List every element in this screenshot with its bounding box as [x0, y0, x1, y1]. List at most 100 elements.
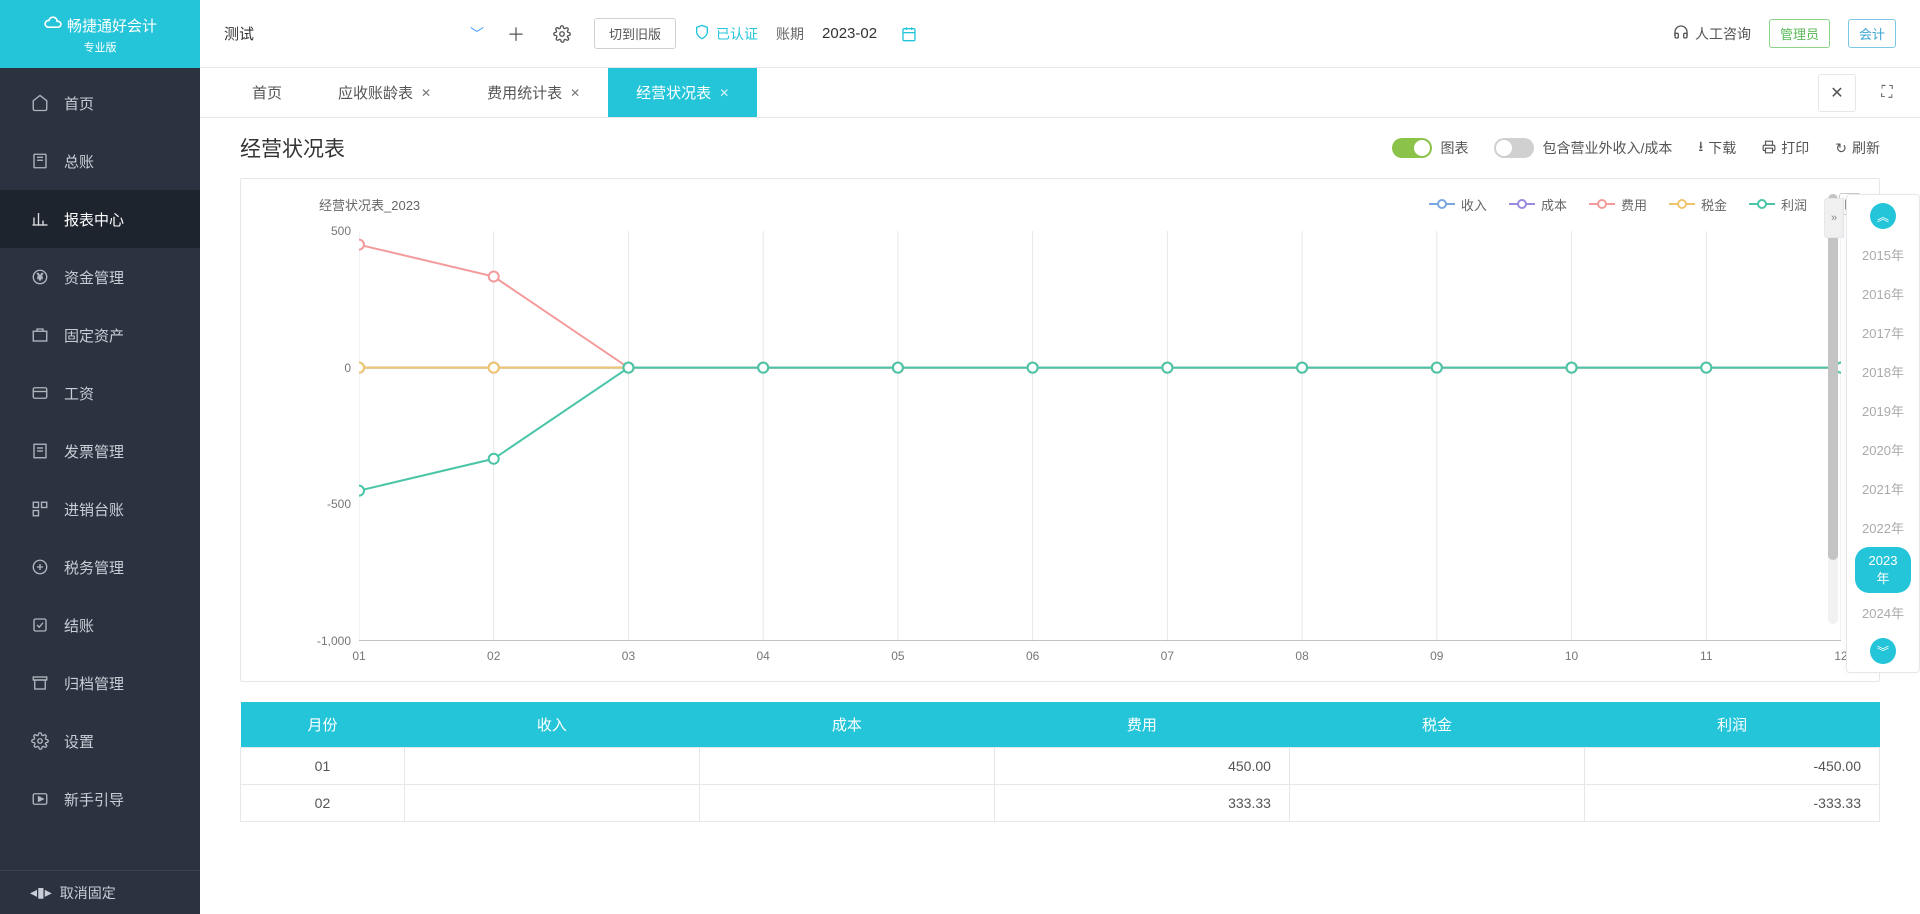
sidebar-item-stock[interactable]: 进销台账	[0, 480, 200, 538]
table-cell: -333.33	[1584, 785, 1879, 822]
tax-icon	[30, 557, 50, 577]
company-selector[interactable]: 测试 ﹀	[224, 23, 484, 44]
sidebar-item-close-book[interactable]: 结账	[0, 596, 200, 654]
sidebar-item-ledger[interactable]: 总账	[0, 132, 200, 190]
download-icon: ⭳	[1698, 136, 1703, 160]
gear-icon[interactable]	[548, 20, 576, 48]
year-option[interactable]: 2018年	[1847, 352, 1919, 391]
guide-icon	[30, 789, 50, 809]
add-icon[interactable]: ＋	[502, 20, 530, 48]
table-cell	[1289, 785, 1584, 822]
year-option[interactable]: 2023年	[1855, 547, 1911, 593]
table-header-cell: 收入	[404, 702, 699, 748]
sidebar-item-salary[interactable]: 工资	[0, 364, 200, 422]
chart-plot: 5000-500-1,000010203040506070809101112	[359, 231, 1841, 641]
sidebar-item-guide[interactable]: 新手引导	[0, 770, 200, 828]
legend-item-tax[interactable]: 税金	[1669, 195, 1727, 214]
sidebar-item-label: 报表中心	[64, 209, 124, 230]
role-accountant-button[interactable]: 会计	[1848, 19, 1896, 48]
close-icon[interactable]: ✕	[421, 86, 431, 100]
sidebar-item-chart[interactable]: 报表中心	[0, 190, 200, 248]
sidebar-item-gear[interactable]: 设置	[0, 712, 200, 770]
year-option[interactable]: 2017年	[1847, 313, 1919, 352]
certified-badge[interactable]: 已认证	[694, 24, 758, 44]
asset-icon	[30, 325, 50, 345]
legend-swatch	[1429, 198, 1455, 210]
legend-item-income[interactable]: 收入	[1429, 195, 1487, 214]
sidebar-item-tax[interactable]: 税务管理	[0, 538, 200, 596]
sidebar-item-home[interactable]: 首页	[0, 74, 200, 132]
calendar-icon[interactable]	[895, 20, 923, 48]
unpin-icon: ◂▮▸	[30, 884, 52, 901]
x-axis-tick: 01	[352, 649, 365, 663]
table-row: 02 333.33 -333.33	[241, 785, 1880, 822]
year-option[interactable]: 2022年	[1847, 508, 1919, 547]
tab-首页[interactable]: 首页	[224, 68, 310, 117]
y-axis-tick: -1,000	[317, 634, 351, 648]
y-axis-tick: 0	[344, 361, 351, 375]
table-cell: 333.33	[994, 785, 1289, 822]
chart-body: 5000-500-1,000010203040506070809101112	[259, 221, 1861, 671]
page-title: 经营状况表	[240, 133, 345, 163]
download-button[interactable]: ⭳ 下载	[1698, 136, 1736, 160]
legend-label: 收入	[1461, 195, 1487, 214]
close-icon[interactable]: ✕	[719, 86, 729, 100]
legend-swatch	[1589, 198, 1615, 210]
x-axis-tick: 10	[1565, 649, 1578, 663]
toggle-chart[interactable]	[1392, 138, 1432, 158]
year-option[interactable]: 2019年	[1847, 391, 1919, 430]
year-rail-up-icon[interactable]: ︽	[1870, 203, 1896, 229]
tab-费用统计表[interactable]: 费用统计表✕	[459, 68, 608, 117]
sidebar-item-label: 资金管理	[64, 267, 124, 288]
x-axis-tick: 06	[1026, 649, 1039, 663]
year-rail-collapse[interactable]: »	[1824, 198, 1844, 238]
close-icon[interactable]: ✕	[570, 86, 580, 100]
sidebar-item-asset[interactable]: 固定资产	[0, 306, 200, 364]
tab-label: 首页	[252, 82, 282, 103]
tab-经营状况表[interactable]: 经营状况表✕	[608, 68, 757, 117]
toggle-extra-revenue[interactable]	[1494, 138, 1534, 158]
cloud-icon	[43, 13, 63, 37]
sidebar-item-money[interactable]: ¥资金管理	[0, 248, 200, 306]
sidebar-item-archive[interactable]: 归档管理	[0, 654, 200, 712]
table-cell	[1289, 748, 1584, 785]
year-option[interactable]: 2024年	[1847, 593, 1919, 632]
brand-name: 畅捷通好会计	[67, 15, 157, 36]
switch-old-version-button[interactable]: 切到旧版	[594, 18, 676, 49]
chart-title: 经营状况表_2023	[319, 195, 420, 214]
sidebar-item-label: 进销台账	[64, 499, 124, 520]
role-admin-button[interactable]: 管理员	[1769, 19, 1830, 48]
close-book-icon	[30, 615, 50, 635]
year-option[interactable]: 2016年	[1847, 274, 1919, 313]
tab-应收账龄表[interactable]: 应收账龄表 ✕	[310, 68, 459, 117]
brand-logo: 畅捷通好会计 专业版	[0, 0, 200, 68]
chart-card: 经营状况表_2023 收入 成本 费用 税金 利润 5000-500-1,0000102…	[240, 178, 1880, 682]
tab-close-all-icon[interactable]: ✕	[1818, 74, 1856, 112]
table-cell: 02	[241, 785, 405, 822]
year-rail-down-icon[interactable]: ︾	[1870, 638, 1896, 664]
print-icon	[1762, 140, 1776, 157]
legend-label: 税金	[1701, 195, 1727, 214]
table-header-cell: 利润	[1584, 702, 1879, 748]
sidebar: 畅捷通好会计 专业版 首页总账报表中心 ¥资金管理固定资产工资发票管理进销台账税务…	[0, 0, 200, 914]
refresh-button[interactable]: ↻ 刷新	[1835, 138, 1880, 158]
human-consult-button[interactable]: 人工咨询	[1673, 24, 1751, 44]
archive-icon	[30, 673, 50, 693]
sidebar-unpin[interactable]: ◂▮▸ 取消固定	[0, 870, 200, 914]
x-axis-tick: 04	[756, 649, 769, 663]
fullscreen-icon[interactable]: ⛶	[1868, 74, 1906, 112]
year-option[interactable]: 2015年	[1847, 235, 1919, 274]
year-option[interactable]: 2021年	[1847, 469, 1919, 508]
year-option[interactable]: 2020年	[1847, 430, 1919, 469]
print-button[interactable]: 打印	[1762, 138, 1809, 158]
legend-item-expense[interactable]: 费用	[1589, 195, 1647, 214]
x-axis-tick: 03	[622, 649, 635, 663]
legend-item-profit[interactable]: 利润	[1749, 195, 1807, 214]
table-cell	[699, 748, 994, 785]
sidebar-item-invoice[interactable]: 发票管理	[0, 422, 200, 480]
year-rail: ︽ 2015年2016年2017年2018年2019年2020年2021年202…	[1846, 194, 1920, 673]
tab-label: 应收账龄表	[338, 82, 413, 103]
data-table: 月份收入成本费用税金利润 01450.00-450.0002333.33-333…	[240, 702, 1880, 822]
scrollbar[interactable]	[1828, 194, 1838, 624]
legend-item-cost[interactable]: 成本	[1509, 195, 1567, 214]
